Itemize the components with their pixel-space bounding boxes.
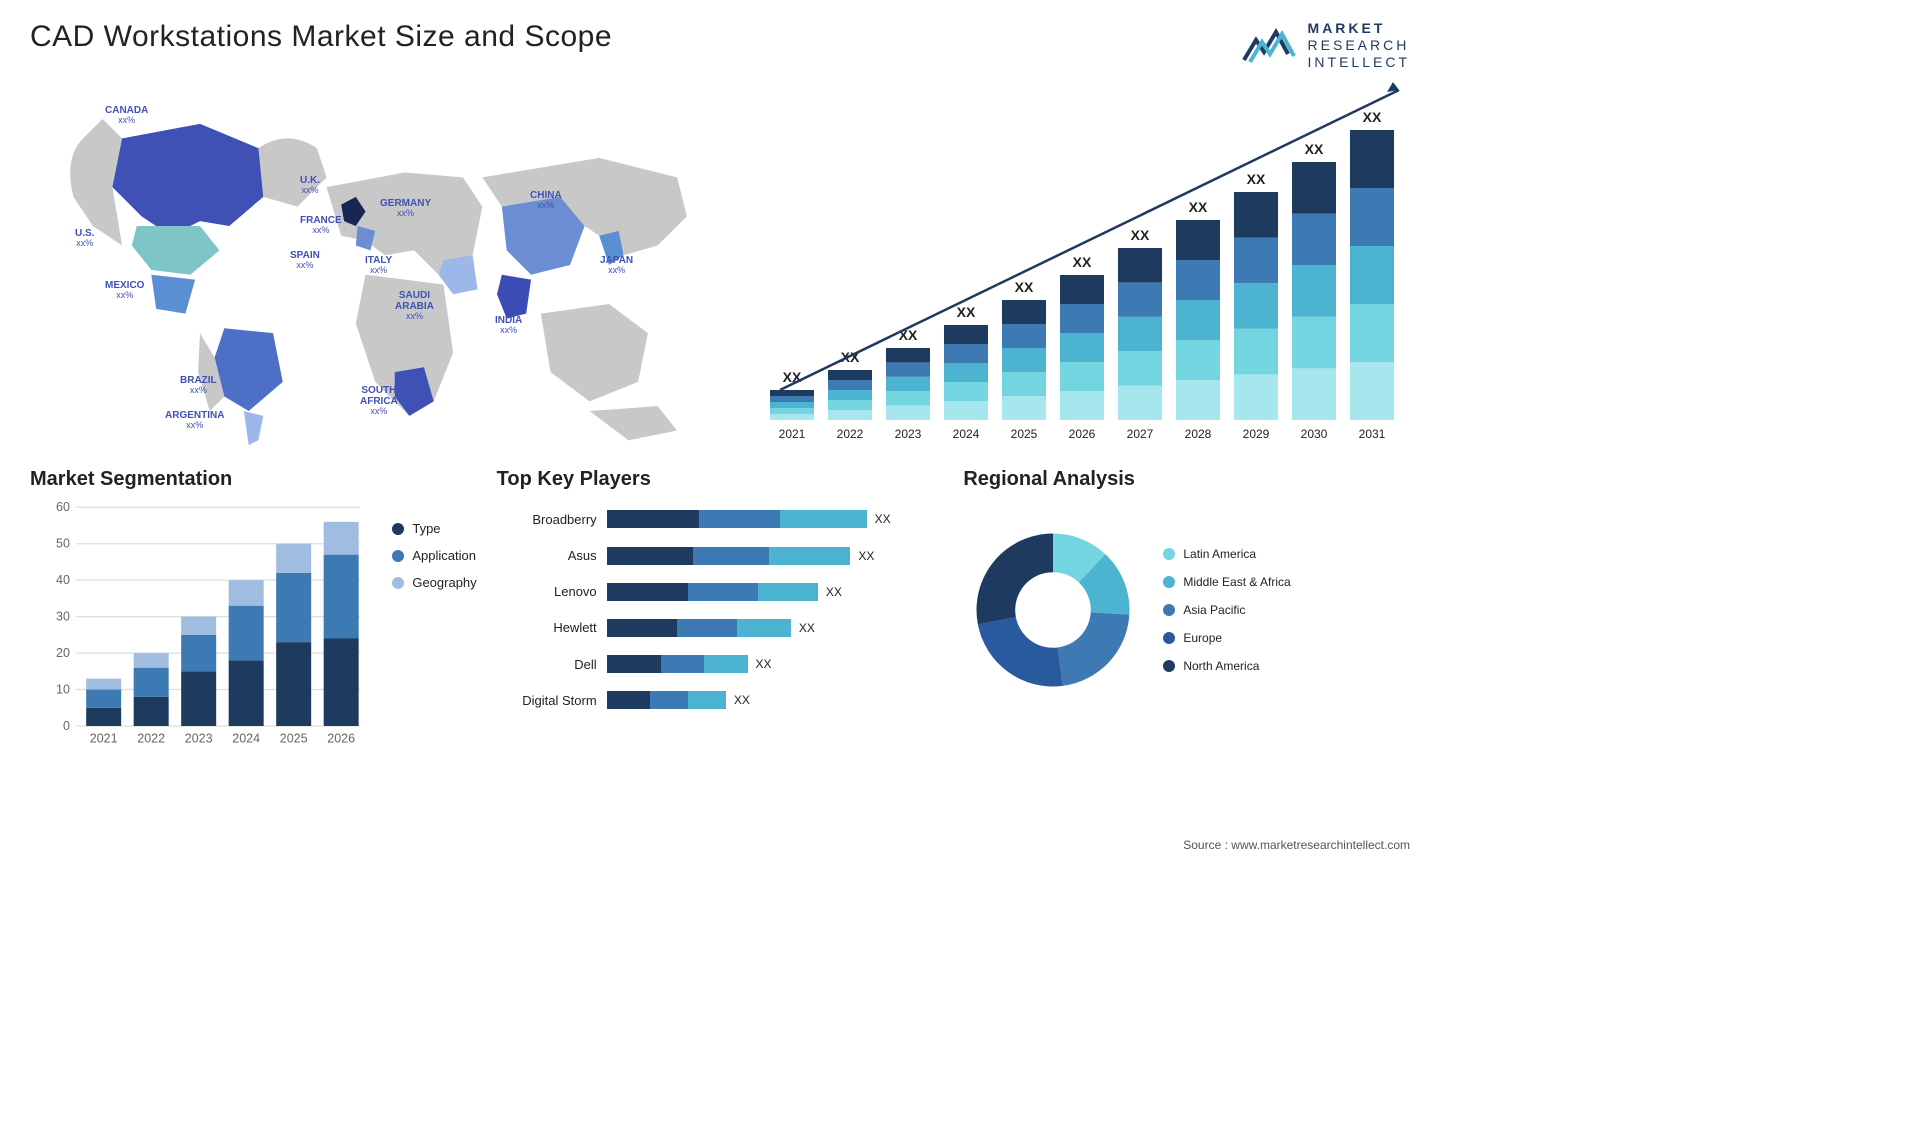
regional-title: Regional Analysis [963,468,1410,491]
logo-icon [1240,22,1296,68]
svg-text:XX: XX [1247,171,1266,187]
legend-item: Application [392,548,476,563]
map-label: SAUDIARABIAxx% [395,290,434,322]
source-text: Source : www.marketresearchintellect.com [1183,838,1410,852]
region-legend-item: Middle East & Africa [1163,575,1290,589]
player-labels: Broadberry Asus Lenovo Hewlett Dell Digital S… [497,501,597,718]
svg-text:XX: XX [957,304,976,320]
player-bar-row: XX [607,547,944,565]
svg-text:XX: XX [1363,109,1382,125]
svg-text:2026: 2026 [327,732,355,746]
donut-chart [963,520,1143,700]
player-bar-row: XX [607,619,944,637]
svg-text:2023: 2023 [185,732,213,746]
svg-text:30: 30 [56,610,70,624]
svg-text:2028: 2028 [1185,427,1212,441]
svg-text:2024: 2024 [232,732,260,746]
svg-text:XX: XX [899,327,918,343]
segmentation-legend: Type Application Geography [392,501,476,751]
player-value: XX [826,585,842,599]
player-value: XX [875,512,891,526]
map-label: CANADAxx% [105,105,148,126]
legend-item: Type [392,521,476,536]
map-label: ITALYxx% [365,255,392,276]
svg-text:XX: XX [1015,279,1034,295]
svg-text:XX: XX [1131,227,1150,243]
map-label: U.K.xx% [300,175,320,196]
player-bar-row: XX [607,691,944,709]
svg-text:2027: 2027 [1127,427,1154,441]
segmentation-svg: 0 10 20 30 40 50 60 2021 2022 2023 2024 2025 2026 [30,501,377,751]
map-label: INDIAxx% [495,315,522,336]
svg-text:2022: 2022 [837,427,864,441]
svg-text:2021: 2021 [779,427,806,441]
map-label: SPAINxx% [290,250,320,271]
svg-text:2021: 2021 [90,732,118,746]
map-label: GERMANYxx% [380,198,431,219]
brand-logo: MARKET RESEARCH INTELLECT [1240,20,1410,70]
page-title: CAD Workstations Market Size and Scope [30,20,612,54]
svg-text:2029: 2029 [1243,427,1270,441]
svg-text:2025: 2025 [280,732,308,746]
legend-item: Geography [392,575,476,590]
svg-text:0: 0 [63,719,70,733]
world-map: CANADAxx% U.S.xx% MEXICOxx% BRAZILxx% ARGENT… [30,80,740,450]
region-legend-item: North America [1163,659,1290,673]
map-label: FRANCExx% [300,215,342,236]
svg-text:XX: XX [783,369,802,385]
svg-text:2030: 2030 [1301,427,1328,441]
player-label: Hewlett [497,620,597,635]
svg-text:XX: XX [1073,254,1092,270]
region-legend-item: Latin America [1163,547,1290,561]
player-label: Lenovo [497,584,597,599]
player-bar-row: XX [607,583,944,601]
svg-text:40: 40 [56,573,70,587]
svg-text:XX: XX [1189,199,1208,215]
map-label: JAPANxx% [600,255,633,276]
player-value: XX [858,549,874,563]
region-legend-item: Asia Pacific [1163,603,1290,617]
players-panel: Top Key Players Broadberry Asus Lenovo Hewl… [497,468,944,718]
svg-text:2026: 2026 [1069,427,1096,441]
logo-line3: INTELLECT [1308,54,1410,71]
svg-text:2023: 2023 [895,427,922,441]
players-title: Top Key Players [497,468,944,491]
player-label: Dell [497,657,597,672]
svg-text:XX: XX [1305,141,1324,157]
logo-line2: RESEARCH [1308,37,1410,54]
player-value: XX [799,621,815,635]
player-value: XX [734,693,750,707]
trend-svg: XX 2021 XX 2022 XX 2023 XX 2024 XX 2025 XX 2026 XX 20… [770,80,1410,450]
map-label: MEXICOxx% [105,280,144,301]
map-label: BRAZILxx% [180,375,217,396]
player-bar-row: XX [607,655,944,673]
player-label: Asus [497,548,597,563]
trend-chart: XX 2021 XX 2022 XX 2023 XX 2024 XX 2025 XX 2026 XX 20… [770,80,1410,450]
region-legend-item: Europe [1163,631,1290,645]
svg-text:2024: 2024 [953,427,980,441]
svg-text:2025: 2025 [1011,427,1038,441]
map-label: ARGENTINAxx% [165,410,224,431]
logo-line1: MARKET [1308,20,1410,37]
svg-text:2022: 2022 [137,732,165,746]
segmentation-title: Market Segmentation [30,468,477,491]
map-label: SOUTHAFRICAxx% [360,385,398,417]
player-value: XX [756,657,772,671]
regional-legend: Latin America Middle East & Africa Asia Pa… [1163,547,1290,673]
regional-panel: Regional Analysis Latin America Middle Ea… [963,468,1410,718]
svg-text:2031: 2031 [1359,427,1386,441]
svg-text:10: 10 [56,683,70,697]
svg-text:60: 60 [56,501,70,514]
map-label: U.S.xx% [75,228,94,249]
segmentation-panel: Market Segmentation 01020304050602021202… [30,468,477,718]
map-label: CHINAxx% [530,190,562,211]
player-label: Digital Storm [497,693,597,708]
player-bar-row: XX [607,510,944,528]
player-label: Broadberry [497,512,597,527]
svg-text:20: 20 [56,646,70,660]
svg-text:50: 50 [56,537,70,551]
player-bars: XX XX XX XX XX XX [607,501,944,718]
